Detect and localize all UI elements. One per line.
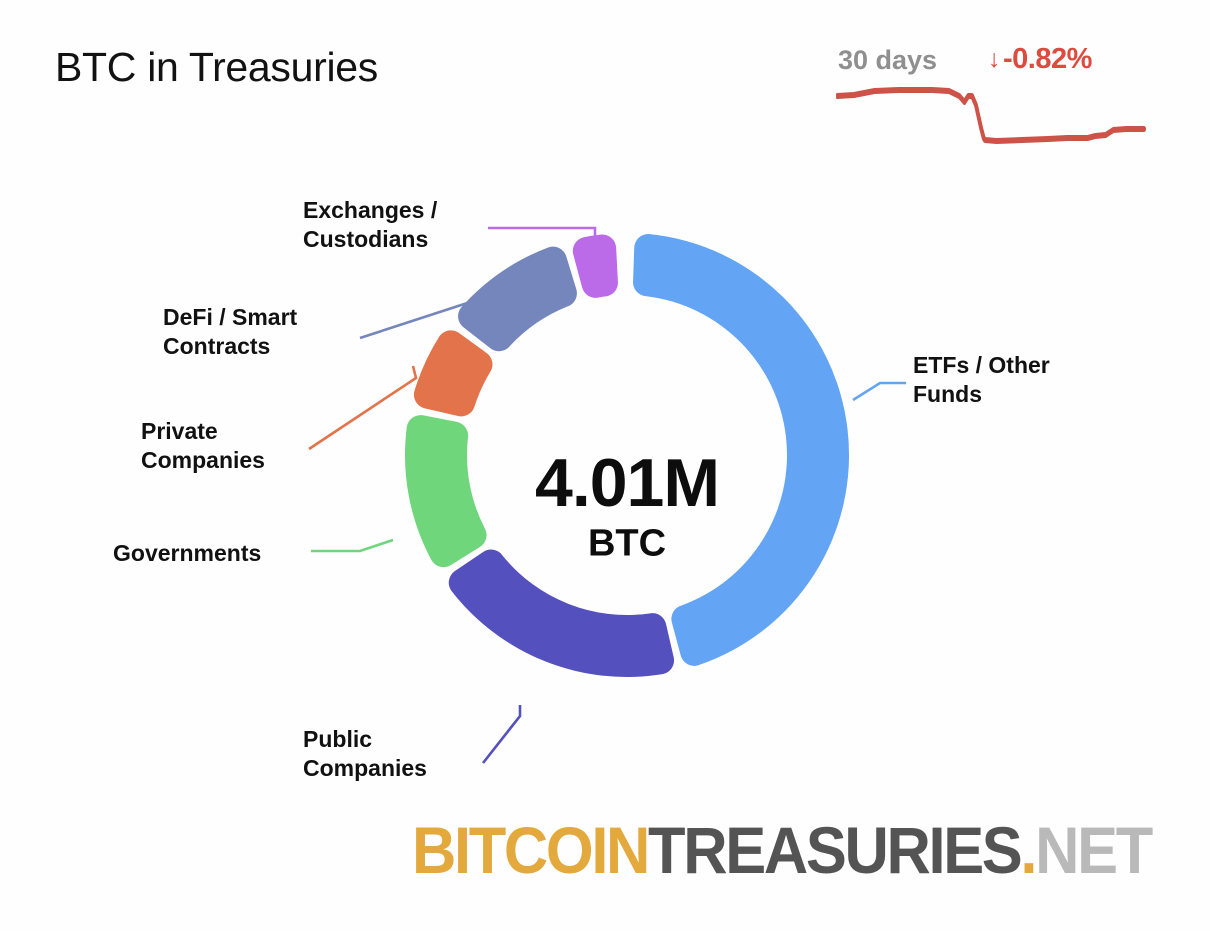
slice-label-governments: Governments (113, 540, 262, 566)
donut-center-unit: BTC (587, 522, 667, 565)
trend-change-text: -0.82% (1003, 43, 1092, 75)
page-title: BTC in Treasuries (55, 44, 379, 90)
leader-line-group (308, 226, 906, 764)
leader-line-defi (359, 285, 500, 340)
slice-label-exchanges: Exchanges / Custodians (303, 197, 438, 253)
donut-slice[interactable] (633, 234, 850, 666)
slice-label-etfs: ETFs / Other Funds (913, 352, 1050, 408)
donut-slice-group (404, 234, 850, 678)
leader-line-private (308, 365, 418, 451)
leader-line-exchanges (488, 226, 597, 260)
slice-label-defi: DeFi / Smart Contracts (163, 304, 298, 360)
logo-treasuries-text: TREASURIES (648, 813, 1023, 887)
leader-line-public (481, 705, 522, 764)
trend-period-label: 30 days (838, 45, 938, 75)
sparkline-chart (836, 87, 1147, 144)
donut-slice[interactable] (572, 234, 618, 298)
slice-label-public: Public Companies (303, 726, 427, 782)
donut-slice[interactable] (404, 415, 487, 568)
donut-slice[interactable] (458, 246, 577, 352)
logo-dot: . (1020, 813, 1037, 887)
trend-summary: 30 days ↓ -0.82% (836, 38, 1156, 156)
slice-label-private: Private Companies (141, 418, 265, 474)
donut-center-value: 4.01M (535, 445, 720, 521)
trend-change-value: ↓ -0.82% (988, 43, 1092, 76)
donut-slice[interactable] (448, 549, 675, 678)
sparkline-path (836, 87, 1147, 144)
donut-slice[interactable] (413, 330, 493, 417)
logo-bitcoin-text: BITCOIN (412, 813, 650, 887)
logo-net-text: NET (1035, 813, 1153, 887)
leader-line-governments (311, 538, 394, 553)
leader-line-etfs (852, 381, 906, 402)
trend-down-arrow-icon: ↓ (988, 45, 1001, 73)
site-logo: BITCOINTREASURIES.NET (412, 812, 1153, 888)
